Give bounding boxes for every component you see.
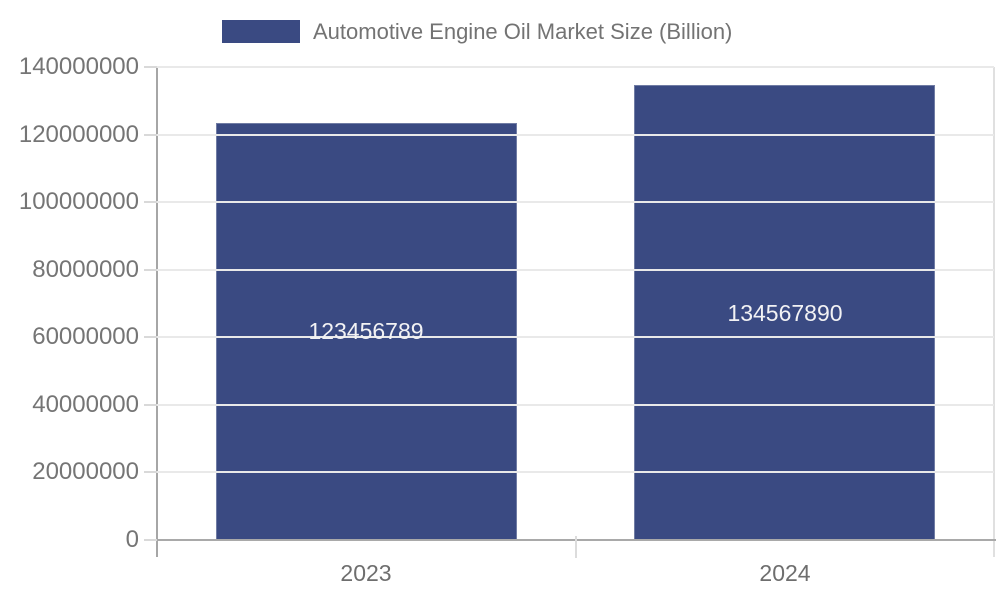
y-axis-tick — [144, 336, 157, 338]
gridline — [157, 201, 994, 203]
y-axis-tick — [144, 404, 157, 406]
y-tick-label: 40000000 — [32, 391, 139, 418]
y-tick-label: 140000000 — [18, 53, 139, 80]
y-axis-tick — [144, 134, 157, 136]
gridline — [157, 471, 994, 473]
bar-value-label: 123456789 — [308, 318, 424, 344]
x-tick-label: 2024 — [759, 560, 811, 586]
gridline — [157, 269, 994, 271]
plot-area — [157, 67, 994, 540]
y-tick-label: 60000000 — [32, 323, 139, 350]
y-axis-tick — [144, 539, 157, 541]
bar[interactable] — [634, 85, 935, 540]
legend-label: Automotive Engine Oil Market Size (Billi… — [313, 19, 733, 44]
y-tick-label: 100000000 — [18, 188, 139, 215]
plot-right-border — [993, 67, 995, 557]
gridline — [157, 134, 994, 136]
x-tick-label: 2023 — [340, 560, 392, 586]
x-axis-boundary-tick — [575, 536, 577, 558]
bar[interactable] — [216, 123, 517, 540]
y-tick-label: 80000000 — [32, 256, 139, 283]
legend-swatch[interactable] — [222, 20, 300, 43]
y-tick-label: 120000000 — [18, 121, 139, 148]
gridline — [157, 336, 994, 338]
y-axis-tick — [144, 66, 157, 68]
bar-value-label: 134567890 — [727, 300, 843, 326]
y-axis-tick — [144, 471, 157, 473]
gridline — [157, 404, 994, 406]
y-axis-line — [156, 67, 158, 557]
y-tick-label: 20000000 — [32, 458, 139, 485]
y-axis-tick — [144, 269, 157, 271]
gridline — [157, 66, 994, 68]
y-axis-tick — [144, 201, 157, 203]
y-tick-label: 0 — [125, 526, 139, 553]
